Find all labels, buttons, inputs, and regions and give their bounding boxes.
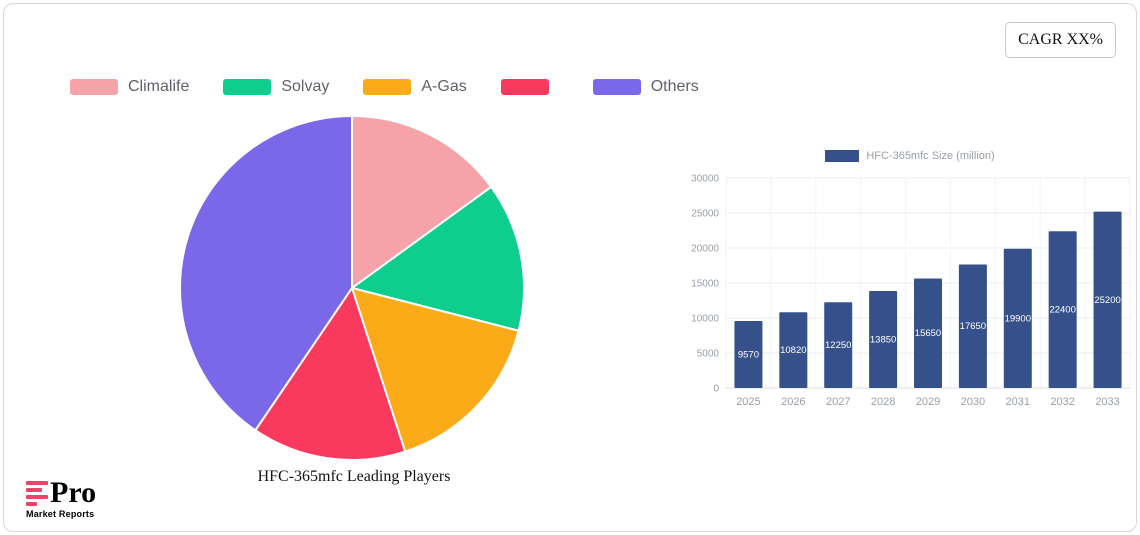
pie-chart-title: HFC-365mfc Leading Players [257, 468, 451, 485]
pie-slice-others[interactable] [179, 115, 353, 432]
legend-label-a-gas: A-Gas [421, 78, 467, 95]
logo-subtitle: Market Reports [26, 509, 95, 519]
bar-value-label: 10820 [780, 345, 806, 356]
bar-legend-label: HFC-365mfc Size (million) [866, 150, 995, 162]
y-axis-tick-label: 0 [713, 384, 719, 395]
legend-swatch-solvay [223, 79, 272, 95]
pie-chart-svg [179, 115, 526, 461]
bar-chart-legend[interactable]: HFC-365mfc Size (million) [680, 146, 1140, 166]
bar-2031[interactable] [1003, 248, 1032, 388]
pie-slice-a-gas[interactable] [351, 287, 520, 453]
bar-2029[interactable] [914, 278, 942, 388]
legend-swatch-others [592, 79, 641, 95]
pie-slice-climalife[interactable] [351, 115, 493, 289]
bar-value-label: 12250 [825, 340, 851, 351]
y-axis-tick-label: 10000 [691, 314, 719, 325]
y-axis-tick-label: 5000 [697, 349, 720, 360]
x-axis-label-2031: 2031 [1006, 396, 1030, 408]
bar-2026[interactable] [779, 312, 808, 388]
legend-item-climalife[interactable]: Climalife [70, 78, 189, 96]
logo-bars-icon [26, 480, 48, 506]
pie-slice-solvay[interactable] [351, 185, 526, 332]
bar-value-label: 13850 [870, 335, 896, 346]
pie-legend: Climalife Solvay A-Gas Others [70, 78, 699, 96]
y-axis-tick-label: 15000 [691, 279, 719, 290]
legend-item-a-gas[interactable]: A-Gas [363, 78, 467, 96]
bar-2030[interactable] [958, 264, 987, 388]
bar-value-label: 25200 [1094, 295, 1120, 306]
bar-2028[interactable] [869, 291, 898, 388]
y-axis-tick-label: 25000 [691, 209, 719, 220]
legend-item-unnamed[interactable] [500, 79, 559, 95]
bar-legend-swatch [825, 150, 860, 162]
bar-chart-svg: 0 5000 10000 15000 20000 25000 30000 9570 2025 10… [691, 174, 1131, 408]
x-axis-label-2027: 2027 [826, 396, 850, 408]
x-axis-label-2030: 2030 [961, 396, 985, 408]
legend-label-others: Others [650, 78, 699, 95]
bar-value-label: 22400 [1049, 305, 1075, 316]
bar-2033[interactable] [1093, 211, 1122, 388]
pro-market-reports-logo: Pro Market Reports [26, 478, 96, 519]
legend-item-solvay[interactable]: Solvay [223, 78, 329, 96]
bar-2027[interactable] [824, 302, 853, 388]
bar-value-label: 17650 [960, 321, 986, 332]
bar-value-label: 15650 [915, 328, 941, 339]
x-axis-label-2032: 2032 [1050, 396, 1074, 408]
logo-name: Pro [50, 476, 97, 509]
bar-value-label: 9570 [738, 350, 759, 361]
x-axis-label-2033: 2033 [1095, 396, 1119, 408]
report-frame: CAGR XX% Climalife Solvay A-Gas Others H… [3, 3, 1137, 532]
pie-slice-unnamed[interactable] [254, 287, 407, 461]
bar-value-label: 19900 [1005, 313, 1031, 324]
bar-chart-section: HFC-365mfc Size (million) 0 5000 10000 1500… [680, 146, 1140, 418]
x-axis-label-2028: 2028 [871, 396, 895, 408]
legend-swatch-unnamed [500, 79, 549, 95]
legend-item-others[interactable]: Others [592, 78, 699, 96]
legend-label-solvay: Solvay [281, 78, 330, 95]
y-axis-tick-label: 20000 [691, 244, 719, 255]
y-axis-tick-label: 30000 [691, 174, 719, 185]
legend-swatch-a-gas [363, 79, 412, 95]
x-axis-label-2026: 2026 [781, 396, 805, 408]
legend-label-climalife: Climalife [128, 78, 190, 95]
x-axis-label-2025: 2025 [736, 396, 760, 408]
bar-2025[interactable] [734, 321, 763, 388]
legend-swatch-climalife [70, 79, 118, 95]
bar-2032[interactable] [1048, 231, 1077, 388]
x-axis-label-2029: 2029 [916, 396, 940, 408]
cagr-badge[interactable]: CAGR XX% [1005, 22, 1116, 58]
